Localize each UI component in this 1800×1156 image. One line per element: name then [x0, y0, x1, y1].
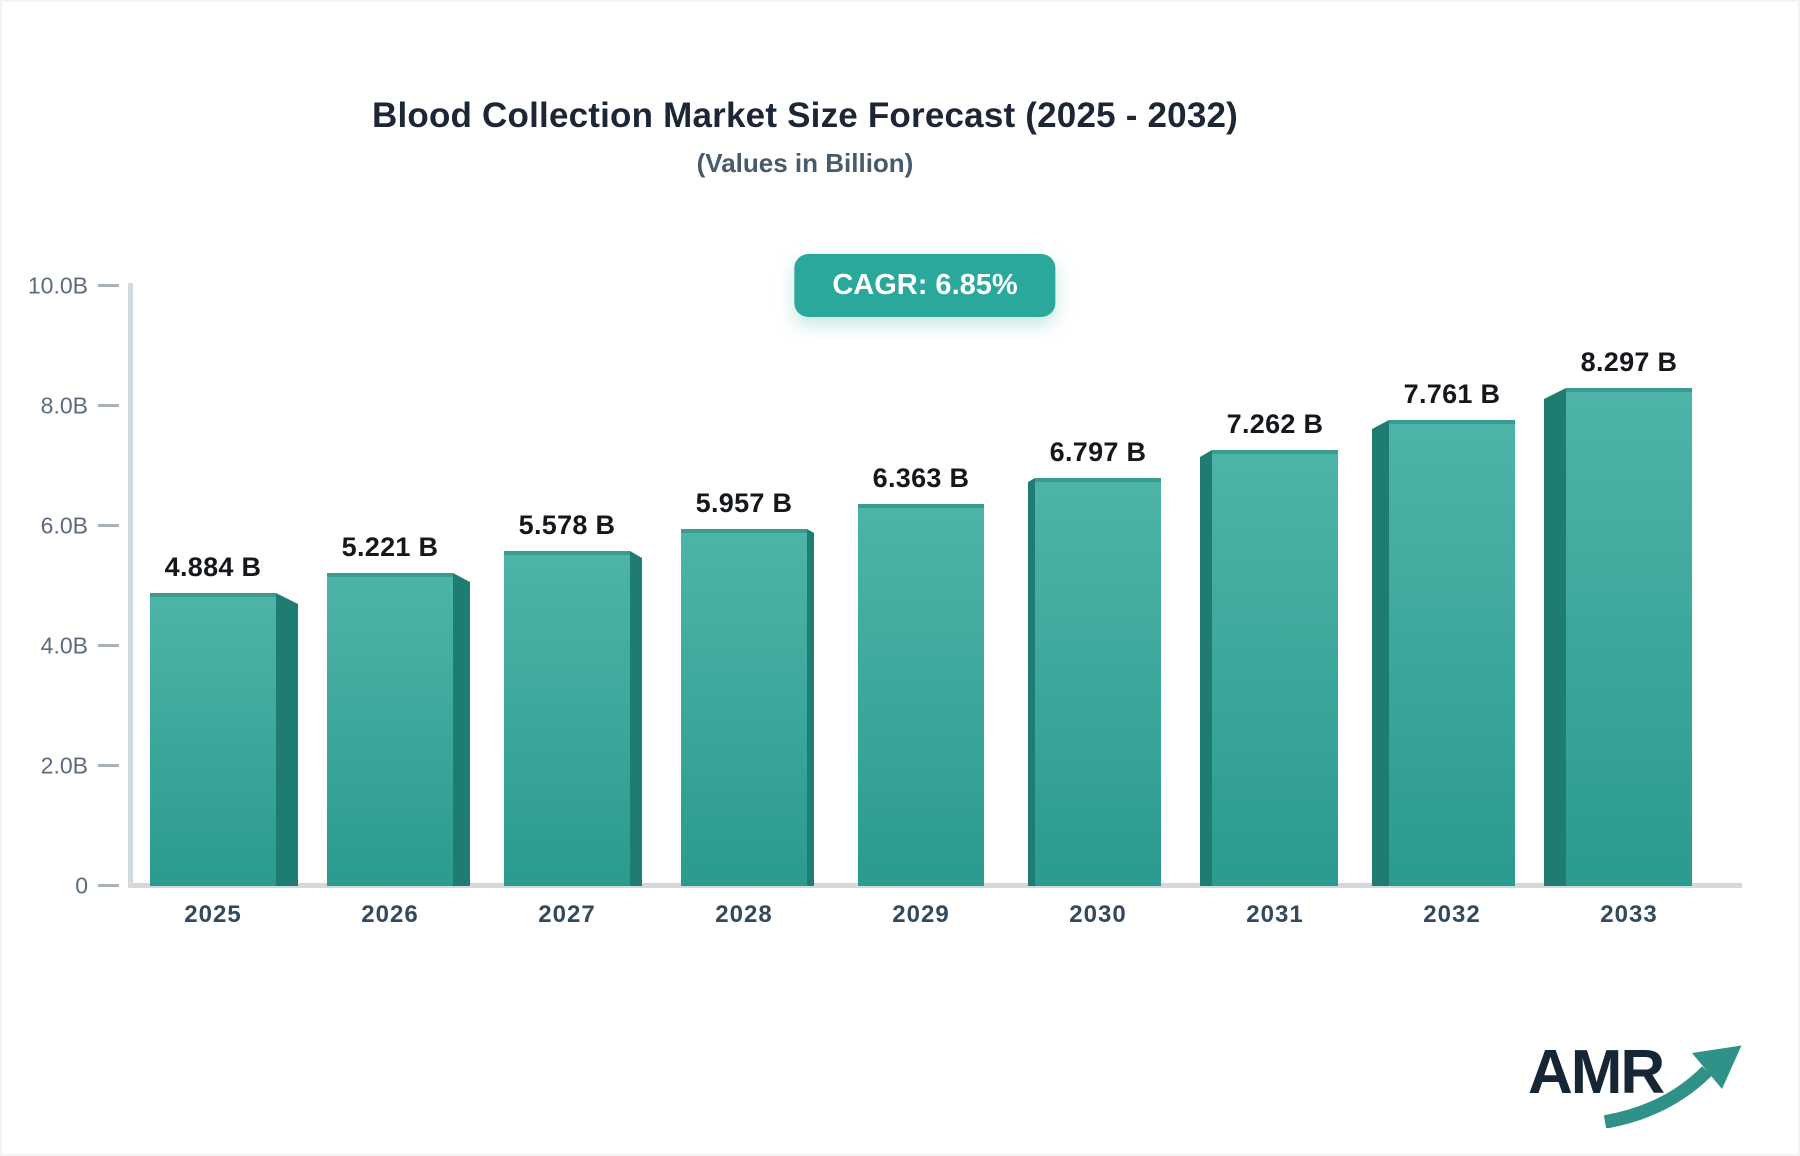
bar-2028	[681, 529, 807, 886]
x-axis-category-label: 2031	[1246, 901, 1304, 928]
growth-arrow-icon	[1603, 1045, 1742, 1128]
bar-3d-side-face	[1200, 450, 1212, 886]
y-axis-tick-label: 8.0B	[40, 392, 88, 419]
bar-3d-side-face	[1028, 478, 1035, 886]
amr-logo: AMR	[1528, 1038, 1758, 1128]
bar-2031	[1212, 450, 1338, 886]
bar-3d-side-face	[630, 551, 642, 886]
bar-3d-side-face	[1544, 388, 1566, 886]
bar-value-label: 5.957 B	[695, 488, 793, 518]
bar-value-label: 6.363 B	[872, 463, 970, 493]
y-axis-tick-label: 6.0B	[40, 512, 88, 539]
bar-value-label: 6.797 B	[1049, 437, 1147, 467]
y-axis-tick	[98, 884, 119, 887]
x-axis-category-label: 2028	[715, 901, 773, 928]
y-axis-tick	[98, 284, 119, 287]
y-axis-tick-label: 0	[75, 872, 88, 899]
chart-subtitle: (Values in Billion)	[696, 148, 914, 178]
x-axis-category-label: 2033	[1600, 901, 1658, 928]
x-axis-category-label: 2029	[892, 901, 950, 928]
bar-value-label: 4.884 B	[164, 552, 262, 582]
bar-2025	[150, 593, 276, 886]
x-axis-category-label: 2025	[184, 901, 242, 928]
y-axis-line	[128, 283, 133, 886]
x-axis-category-label: 2032	[1423, 901, 1481, 928]
y-axis-tick-label: 2.0B	[40, 752, 88, 779]
y-axis-tick	[98, 644, 119, 647]
chart-title: Blood Collection Market Size Forecast (2…	[371, 96, 1239, 135]
x-axis-category-label: 2027	[538, 901, 596, 928]
bar-2032	[1389, 420, 1515, 886]
bar-3d-side-face	[276, 593, 298, 886]
bar-3d-side-face	[453, 573, 470, 886]
bar-value-label: 7.761 B	[1403, 379, 1501, 409]
y-axis-tick	[98, 404, 119, 407]
bar-3d-side-face	[1372, 420, 1389, 886]
bar-value-label: 7.262 B	[1226, 409, 1324, 439]
bar-2033	[1566, 388, 1692, 886]
x-axis-category-label: 2030	[1069, 901, 1127, 928]
bar-value-label: 5.221 B	[341, 532, 439, 562]
bar-2027	[504, 551, 630, 886]
bar-value-label: 5.578 B	[518, 510, 616, 540]
y-axis-tick	[98, 764, 119, 767]
amr-logo-text: AMR	[1528, 1038, 1665, 1107]
y-axis-tick-label: 4.0B	[40, 632, 88, 659]
x-axis-category-label: 2026	[361, 901, 419, 928]
bar-2030	[1035, 478, 1161, 886]
bar-2029	[858, 504, 984, 886]
cagr-badge: CAGR: 6.85%	[794, 254, 1056, 317]
bar-value-label: 8.297 B	[1580, 347, 1678, 377]
bar-3d-side-face	[807, 529, 814, 886]
bar-2026	[327, 573, 453, 886]
y-axis-tick	[98, 524, 119, 527]
y-axis-tick-label: 10.0B	[27, 272, 88, 299]
